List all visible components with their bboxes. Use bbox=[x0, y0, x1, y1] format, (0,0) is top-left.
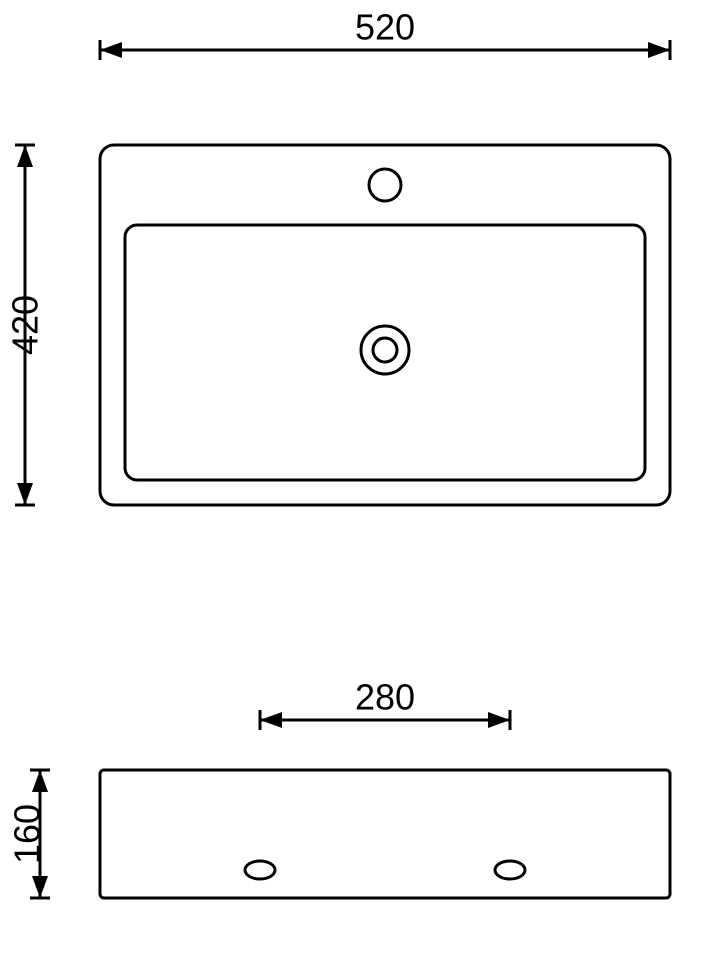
tap-hole bbox=[369, 169, 401, 201]
top-view-inner-basin bbox=[125, 225, 645, 480]
dim-width-520: 520 bbox=[355, 7, 415, 48]
dim-slot-span-280: 280 bbox=[355, 677, 415, 718]
drain-outer bbox=[361, 326, 409, 374]
technical-drawing: 520 420 280 160 bbox=[0, 0, 720, 960]
side-view-outer bbox=[100, 770, 670, 898]
mounting-slot-left bbox=[245, 861, 275, 879]
dim-height-420: 420 bbox=[5, 295, 46, 355]
dim-side-height-160: 160 bbox=[7, 804, 48, 864]
drain-inner bbox=[373, 338, 397, 362]
mounting-slot-right bbox=[495, 861, 525, 879]
